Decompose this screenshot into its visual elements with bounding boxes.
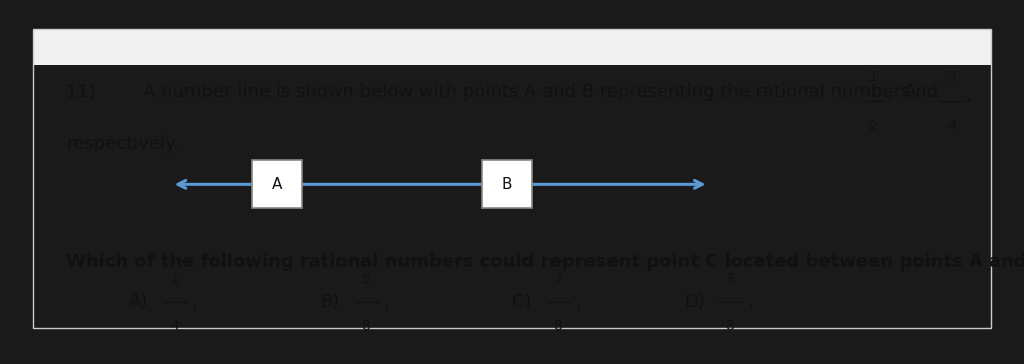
Text: 11): 11) xyxy=(67,83,96,101)
Text: 4: 4 xyxy=(170,318,179,333)
Text: 8: 8 xyxy=(726,318,735,333)
Text: D): D) xyxy=(684,293,706,311)
Text: 5: 5 xyxy=(361,272,371,286)
FancyBboxPatch shape xyxy=(252,161,302,208)
FancyBboxPatch shape xyxy=(482,161,532,208)
Bar xyxy=(33,29,991,65)
Text: 8: 8 xyxy=(361,318,371,333)
Text: A: A xyxy=(272,177,283,192)
Text: 2: 2 xyxy=(869,119,878,132)
Text: And: And xyxy=(904,83,939,101)
Text: ,: , xyxy=(575,293,581,311)
Text: B): B) xyxy=(321,293,340,311)
Text: 1: 1 xyxy=(170,272,179,286)
Text: 3: 3 xyxy=(947,70,956,84)
Text: Which of the following rational numbers could represent point C located between : Which of the following rational numbers … xyxy=(67,253,1024,271)
Text: 3: 3 xyxy=(726,272,735,286)
Text: ,: , xyxy=(887,86,893,104)
Text: 1: 1 xyxy=(869,70,878,84)
Text: C): C) xyxy=(512,293,531,311)
Text: B: B xyxy=(502,177,512,192)
Text: A number line is shown below with points A and B representing the rational numbe: A number line is shown below with points… xyxy=(143,83,910,101)
Text: 7: 7 xyxy=(554,272,562,286)
Text: A): A) xyxy=(129,293,148,311)
Text: ,: , xyxy=(966,86,971,104)
Text: 8: 8 xyxy=(554,318,562,333)
Text: respectively.: respectively. xyxy=(67,135,179,153)
Text: ,: , xyxy=(384,293,389,311)
Text: 4: 4 xyxy=(947,119,956,132)
Text: ,: , xyxy=(191,293,198,311)
Text: ,: , xyxy=(748,293,754,311)
